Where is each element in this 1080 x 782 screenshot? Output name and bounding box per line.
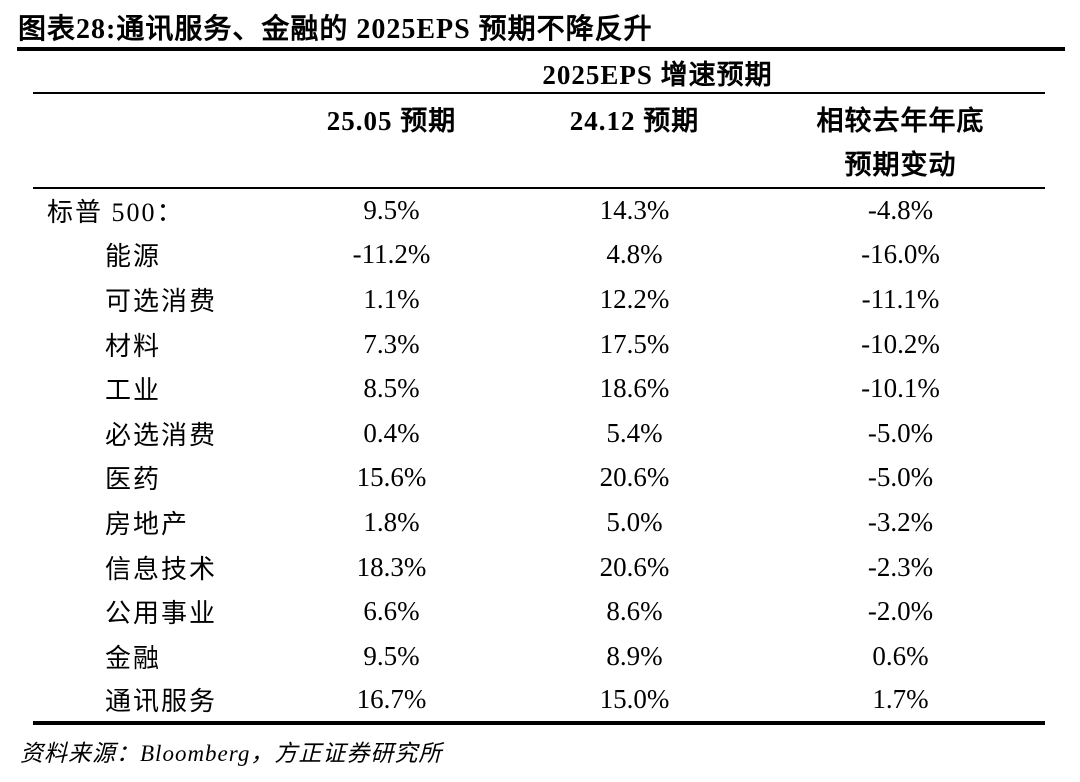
- table-row: 通讯服务 16.7% 15.0% 1.7%: [33, 678, 1046, 726]
- cell-value: 6.6%: [363, 596, 420, 627]
- cell-value: -3.2%: [867, 506, 934, 537]
- cell-value: 1.7%: [756, 678, 1046, 726]
- table-body: 标普 500： 9.5% 14.3% -4.8% 能源 -11.2% 4.8% -16.0% 可…: [33, 188, 1046, 726]
- row-label: 能源: [105, 242, 162, 272]
- row-label: 通讯服务: [33, 678, 270, 726]
- row-label: 房地产: [105, 509, 190, 539]
- row-label: 必选消费: [105, 420, 218, 450]
- column-header-spacer: [33, 93, 270, 189]
- cell-value: 8.5%: [363, 373, 420, 404]
- column-header-2505: 25.05 预期: [270, 93, 513, 189]
- row-label: 标普 500：: [47, 198, 185, 228]
- table-row: 公用事业 6.6% 8.6% -2.0%: [33, 589, 1045, 634]
- cell-value: -10.1%: [861, 373, 940, 404]
- table-row: 材料 7.3% 17.5% -10.2%: [33, 322, 1045, 367]
- cell-value: 5.4%: [606, 417, 663, 448]
- row-label: 信息技术: [105, 554, 218, 584]
- source-note: 资料来源：Bloomberg，方正证券研究所: [20, 741, 443, 766]
- eps-table: 2025EPS 增速预期 25.05 预期 24.12 预期 相较去年年底 预期…: [33, 53, 1046, 726]
- row-label: 医药: [105, 465, 162, 495]
- cell-value: -5.0%: [867, 417, 934, 448]
- group-header-spacer: [33, 53, 270, 94]
- table-row: 标普 500： 9.5% 14.3% -4.8%: [33, 188, 1045, 233]
- cell-value: 0.4%: [363, 417, 420, 448]
- cell-value: 8.9%: [606, 640, 663, 671]
- cell-value: 14.3%: [599, 195, 670, 226]
- cell-value: 9.5%: [363, 195, 420, 226]
- title-rule: [17, 47, 1065, 51]
- row-label: 材料: [105, 331, 162, 361]
- row-label: 可选消费: [105, 286, 218, 316]
- cell-value: 12.2%: [599, 283, 670, 314]
- cell-value: -4.8%: [867, 195, 934, 226]
- row-label: 公用事业: [105, 599, 218, 629]
- cell-value: 16.7%: [270, 678, 513, 726]
- cell-value: 4.8%: [606, 239, 663, 270]
- cell-value: 8.6%: [606, 596, 663, 627]
- cell-value: -16.0%: [861, 239, 940, 270]
- cell-value: 7.3%: [363, 328, 420, 359]
- table-row: 必选消费 0.4% 5.4% -5.0%: [33, 411, 1045, 456]
- cell-value: -2.0%: [867, 596, 934, 627]
- table-row: 信息技术 18.3% 20.6% -2.3%: [33, 545, 1045, 590]
- group-header: 2025EPS 增速预期: [270, 53, 1046, 94]
- cell-value: -11.2%: [352, 239, 431, 270]
- table-row: 工业 8.5% 18.6% -10.1%: [33, 366, 1045, 411]
- cell-value: 5.0%: [606, 506, 663, 537]
- cell-value: 18.6%: [599, 373, 670, 404]
- table-row: 可选消费 1.1% 12.2% -11.1%: [33, 277, 1045, 322]
- column-header-2412: 24.12 预期: [513, 93, 756, 189]
- table-row: 医药 15.6% 20.6% -5.0%: [33, 456, 1045, 501]
- cell-value: 0.6%: [872, 640, 929, 671]
- cell-value: 18.3%: [356, 551, 427, 582]
- cell-value: 1.1%: [363, 283, 420, 314]
- cell-value: -10.2%: [861, 328, 940, 359]
- cell-value: 9.5%: [363, 640, 420, 671]
- cell-value: 20.6%: [599, 462, 670, 493]
- row-label: 工业: [105, 376, 162, 406]
- table-row: 能源 -11.2% 4.8% -16.0%: [33, 233, 1045, 278]
- table-header: 2025EPS 增速预期 25.05 预期 24.12 预期 相较去年年底 预期…: [33, 53, 1046, 189]
- cell-value: 15.0%: [513, 678, 756, 726]
- column-header-change-line2: 预期变动: [844, 150, 957, 180]
- cell-value: -11.1%: [861, 283, 940, 314]
- cell-value: -5.0%: [867, 462, 934, 493]
- table-row: 金融 9.5% 8.9% 0.6%: [33, 634, 1045, 679]
- cell-value: 20.6%: [599, 551, 670, 582]
- column-header-change: 相较去年年底 预期变动: [756, 93, 1046, 189]
- cell-value: 17.5%: [599, 328, 670, 359]
- cell-value: 15.6%: [356, 462, 427, 493]
- column-header-row: 25.05 预期 24.12 预期 相较去年年底 预期变动: [33, 93, 1046, 189]
- figure-title: 图表28:通讯服务、金融的 2025EPS 预期不降反升: [18, 14, 653, 45]
- cell-value: 1.8%: [363, 506, 420, 537]
- table-row: 房地产 1.8% 5.0% -3.2%: [33, 500, 1045, 545]
- column-header-change-line1: 相较去年年底: [816, 106, 985, 136]
- group-header-row: 2025EPS 增速预期: [33, 53, 1046, 94]
- cell-value: -2.3%: [867, 551, 934, 582]
- row-label: 金融: [105, 643, 162, 673]
